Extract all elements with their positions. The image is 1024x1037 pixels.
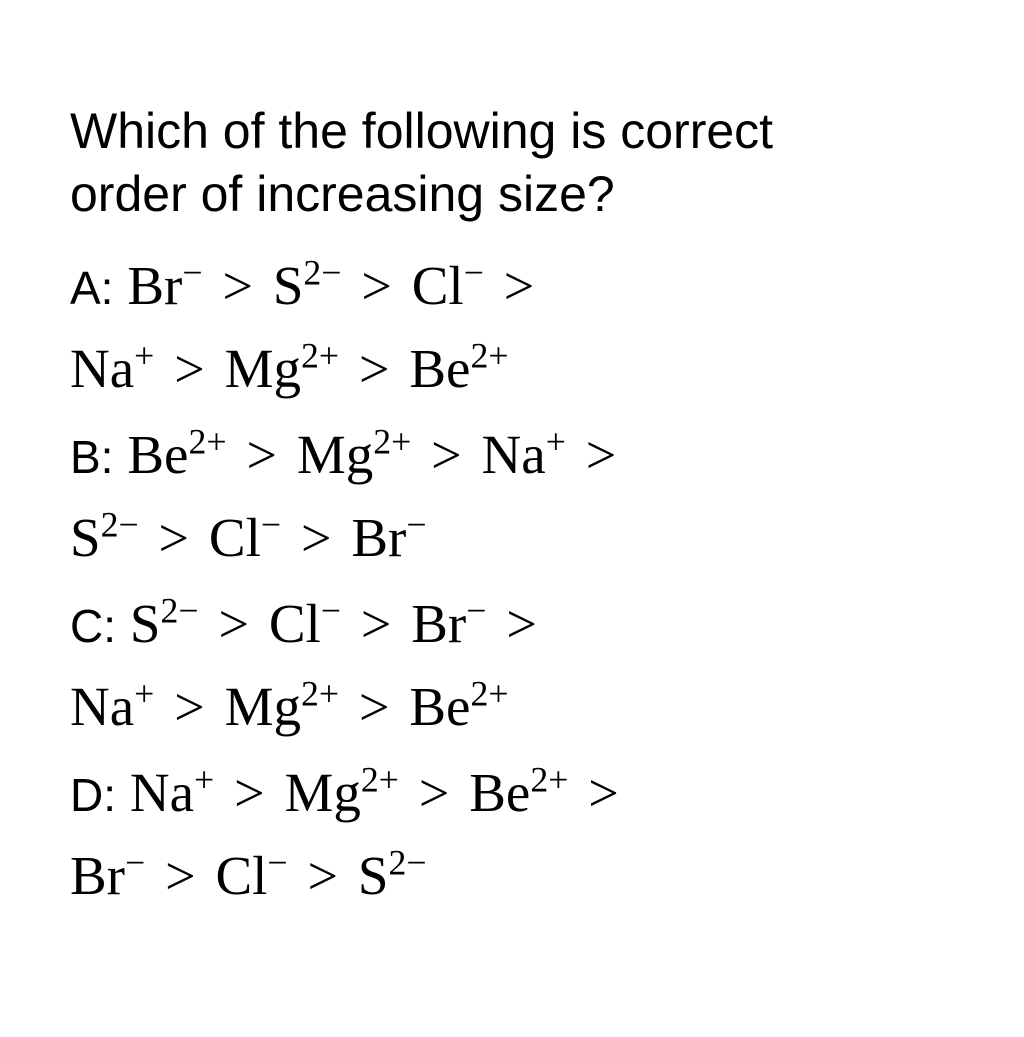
ion-mg-2plus: Mg2+ [285, 762, 399, 823]
option-b-label: B: [70, 431, 113, 483]
ion-na-plus: Na+ [70, 676, 154, 737]
gt-icon: > [498, 256, 540, 316]
option-d: D: Na+ > Mg2+ > Be2+ > Br− > Cl− > S2− [70, 752, 974, 917]
ion-br-minus: Br− [127, 255, 202, 316]
ion-na-plus: Na+ [482, 424, 566, 485]
gt-icon: > [168, 339, 210, 399]
gt-icon: > [355, 594, 397, 654]
ion-br-minus: Br− [411, 593, 486, 654]
ion-mg-2plus: Mg2+ [225, 676, 339, 737]
ion-na-plus: Na+ [70, 338, 154, 399]
gt-icon: > [216, 256, 258, 316]
question-text: Which of the following is correct order … [70, 100, 974, 225]
ion-be-2plus: Be2+ [409, 338, 508, 399]
ion-br-minus: Br− [70, 845, 145, 906]
option-c-label: C: [70, 600, 116, 652]
ion-cl-minus: Cl− [412, 255, 484, 316]
option-d-label: D: [70, 769, 116, 821]
ion-mg-2plus: Mg2+ [225, 338, 339, 399]
gt-icon: > [153, 508, 195, 568]
gt-icon: > [159, 846, 201, 906]
question-line-2: order of increasing size? [70, 166, 615, 222]
gt-icon: > [168, 677, 210, 737]
gt-icon: > [355, 256, 397, 316]
gt-icon: > [413, 763, 455, 823]
ion-br-minus: Br− [351, 507, 426, 568]
ion-s-2minus: S2− [273, 255, 342, 316]
ion-cl-minus: Cl− [269, 593, 341, 654]
gt-icon: > [425, 425, 467, 485]
gt-icon: > [353, 339, 395, 399]
gt-icon: > [302, 846, 344, 906]
ion-be-2plus: Be2+ [469, 762, 568, 823]
ion-cl-minus: Cl− [209, 507, 281, 568]
page: Which of the following is correct order … [0, 0, 1024, 971]
gt-icon: > [353, 677, 395, 737]
ion-cl-minus: Cl− [215, 845, 287, 906]
gt-icon: > [582, 763, 624, 823]
option-b: B: Be2+ > Mg2+ > Na+ > S2− > Cl− > Br− [70, 414, 974, 579]
ion-s-2minus: S2− [130, 593, 199, 654]
ion-be-2plus: Be2+ [127, 424, 226, 485]
option-c: C: S2− > Cl− > Br− > Na+ > Mg2+ > Be2+ [70, 583, 974, 748]
gt-icon: > [580, 425, 622, 485]
gt-icon: > [295, 508, 337, 568]
gt-icon: > [212, 594, 254, 654]
option-a-label: A: [70, 262, 113, 314]
option-a: A: Br− > S2− > Cl− > Na+ > Mg2+ > Be2+ [70, 245, 974, 410]
gt-icon: > [228, 763, 270, 823]
question-line-1: Which of the following is correct [70, 103, 773, 159]
ion-s-2minus: S2− [70, 507, 139, 568]
ion-s-2minus: S2− [358, 845, 427, 906]
ion-mg-2plus: Mg2+ [297, 424, 411, 485]
gt-icon: > [500, 594, 542, 654]
ion-na-plus: Na+ [130, 762, 214, 823]
gt-icon: > [240, 425, 282, 485]
ion-be-2plus: Be2+ [409, 676, 508, 737]
